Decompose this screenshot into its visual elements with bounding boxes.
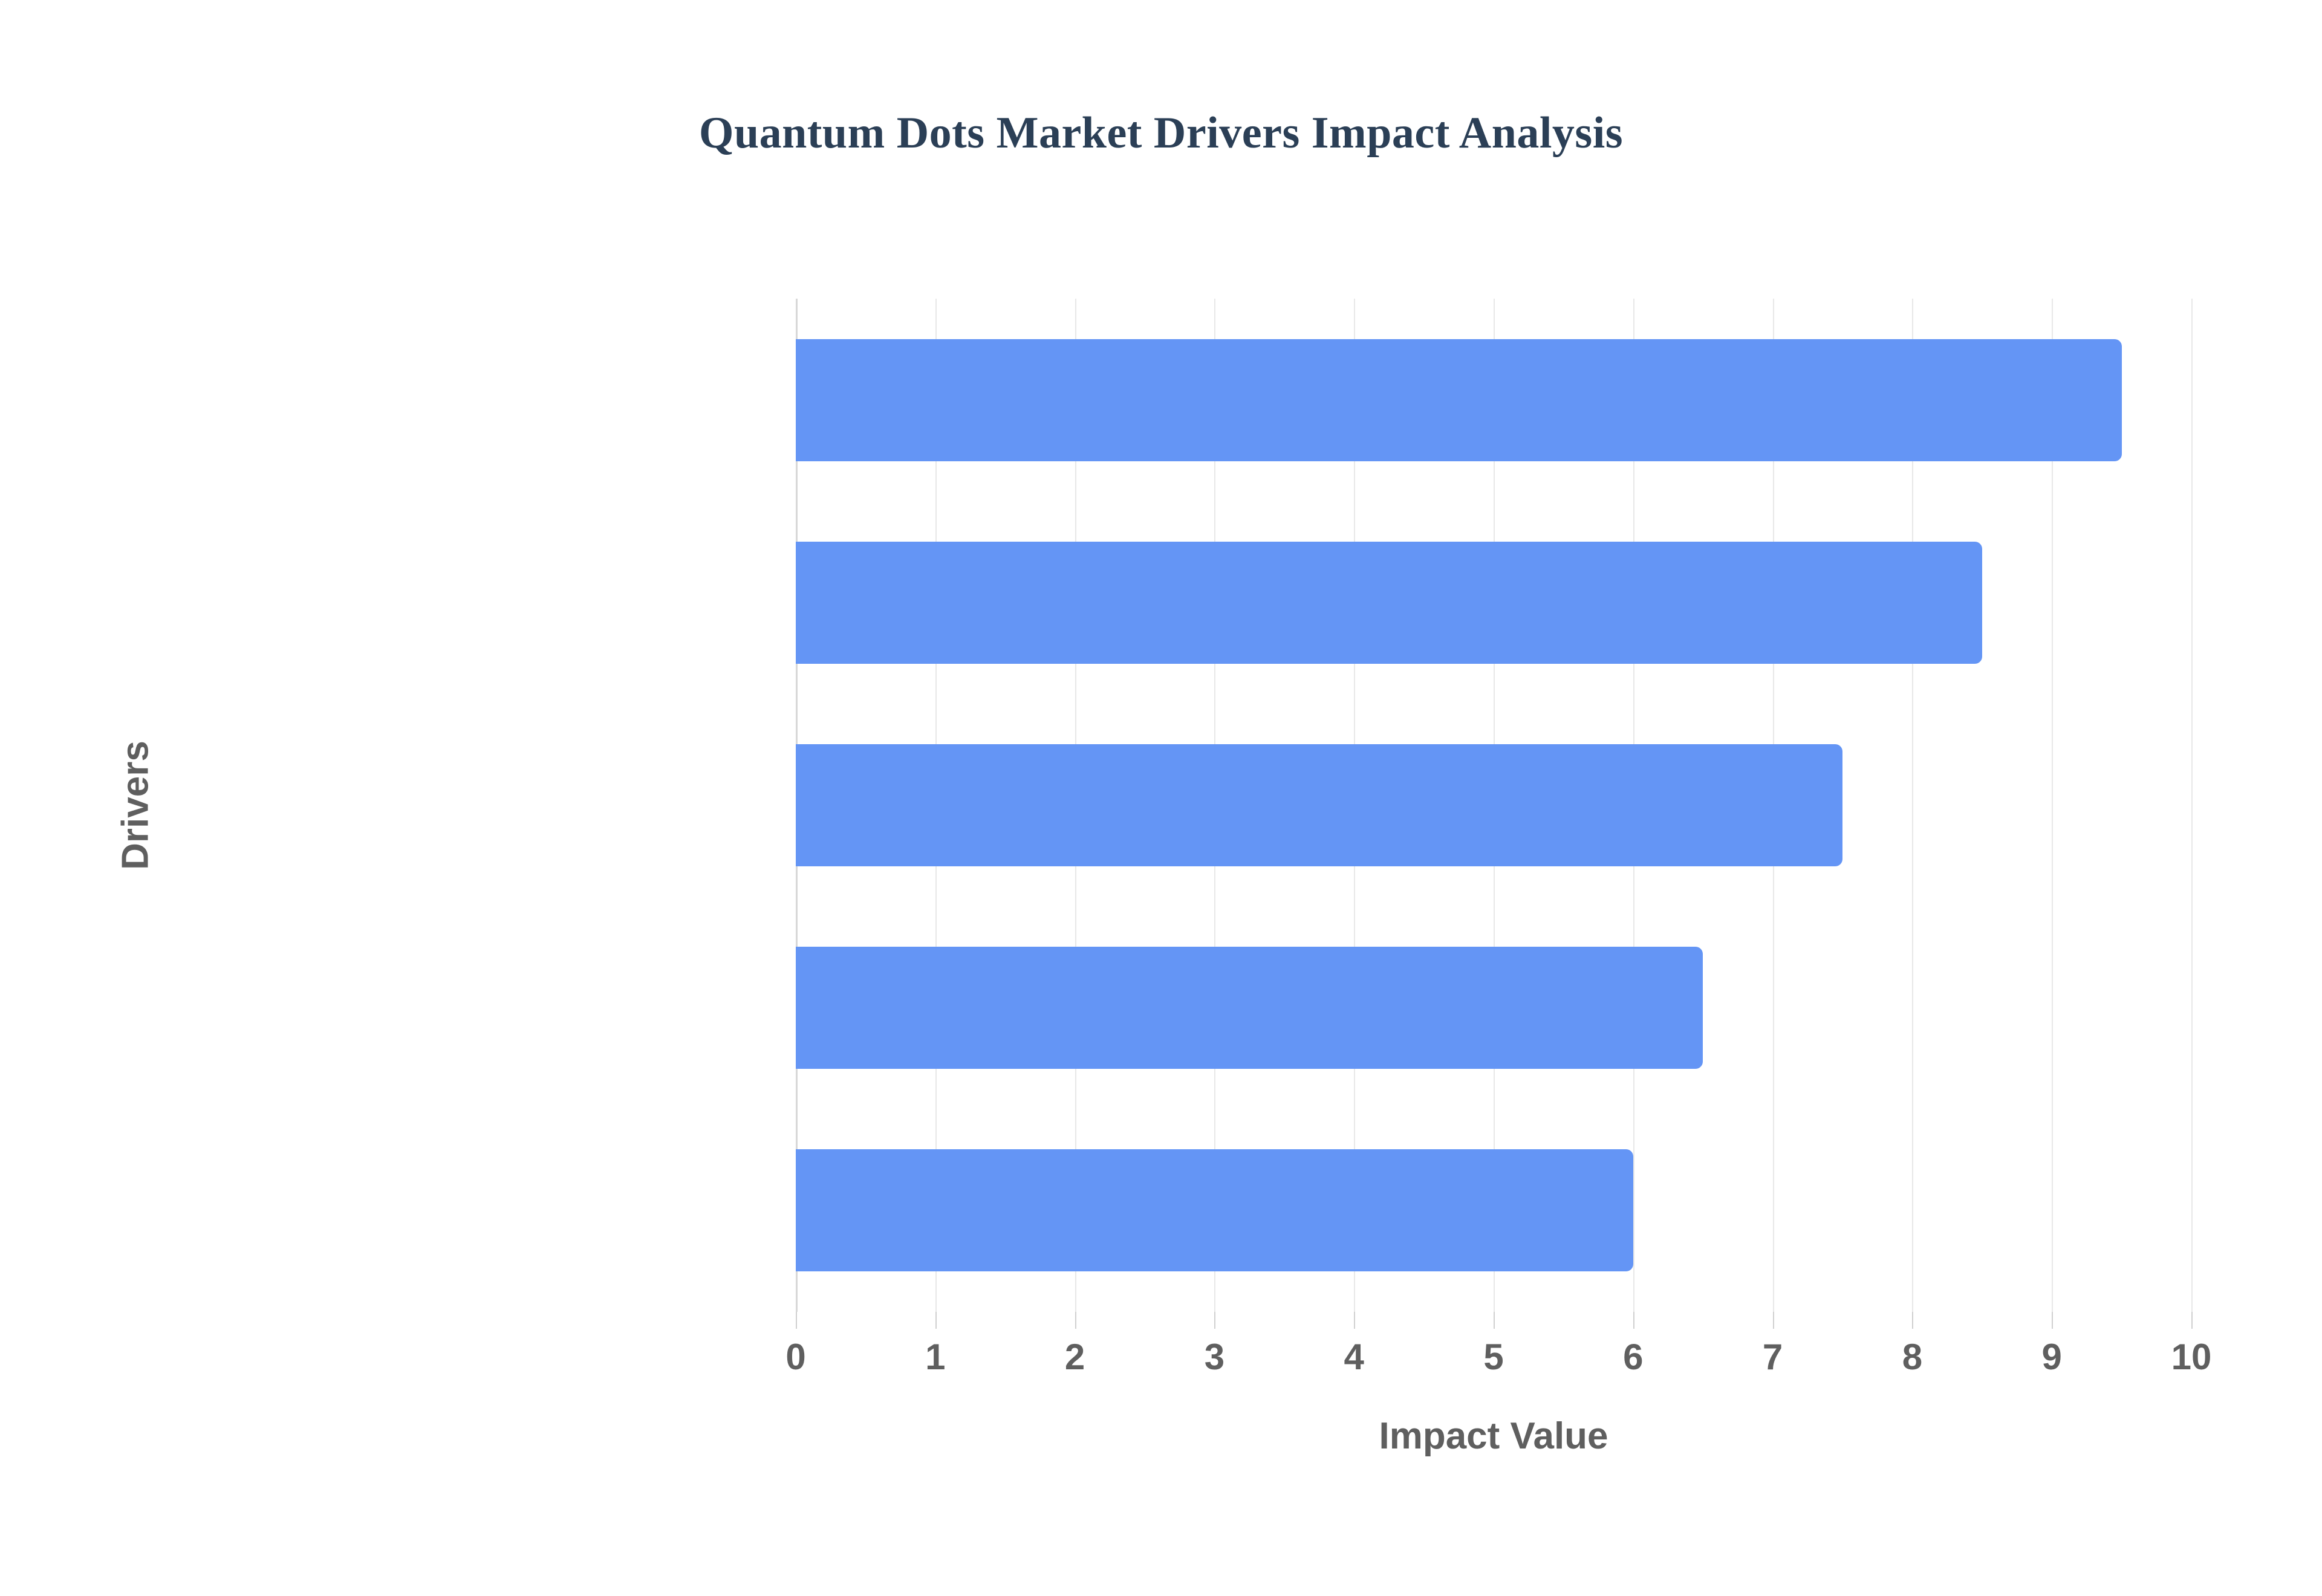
tick-mark	[2191, 1312, 2193, 1329]
x-axis-tick-label: 3	[1204, 1337, 1225, 1377]
tick-mark	[2052, 1312, 2054, 1329]
y-axis-title: Drivers	[114, 741, 157, 870]
gridline	[1912, 299, 1914, 1312]
x-axis-tick-label: 9	[2041, 1337, 2062, 1377]
tick-mark	[935, 1312, 937, 1329]
tick-mark	[1354, 1312, 1356, 1329]
tick-mark	[1075, 1312, 1076, 1329]
bar[interactable]	[796, 541, 1982, 664]
x-axis-title: Impact Value	[1379, 1415, 1608, 1457]
x-axis-tick-label: 4	[1344, 1337, 1364, 1377]
tick-mark	[1214, 1312, 1216, 1329]
tick-mark	[1633, 1312, 1634, 1329]
tick-mark	[1912, 1312, 1914, 1329]
x-axis-tick-label: 10	[2171, 1337, 2212, 1377]
bar[interactable]	[796, 947, 1703, 1069]
x-axis-tick-label: 0	[785, 1337, 806, 1377]
x-axis-tick-label: 8	[1902, 1337, 1923, 1377]
chart-title: Quantum Dots Market Drivers Impact Analy…	[698, 108, 1624, 158]
x-axis-tick-label: 7	[1762, 1337, 1783, 1377]
gridline	[2191, 299, 2193, 1312]
x-axis-tick-label: 5	[1483, 1337, 1504, 1377]
gridline	[2052, 299, 2054, 1312]
bar[interactable]	[796, 744, 1842, 866]
tick-mark	[1772, 1312, 1774, 1329]
tick-mark	[1494, 1312, 1495, 1329]
bar[interactable]	[796, 339, 2122, 461]
tick-mark	[796, 1312, 797, 1329]
x-axis-tick-label: 6	[1623, 1337, 1644, 1377]
x-axis-tick-label: 2	[1064, 1337, 1085, 1377]
bar[interactable]	[796, 1149, 1633, 1272]
x-axis-tick-label: 1	[925, 1337, 946, 1377]
plot-area: 0 1 2 3 4 5 6 7 8 9 10	[785, 299, 2211, 1377]
